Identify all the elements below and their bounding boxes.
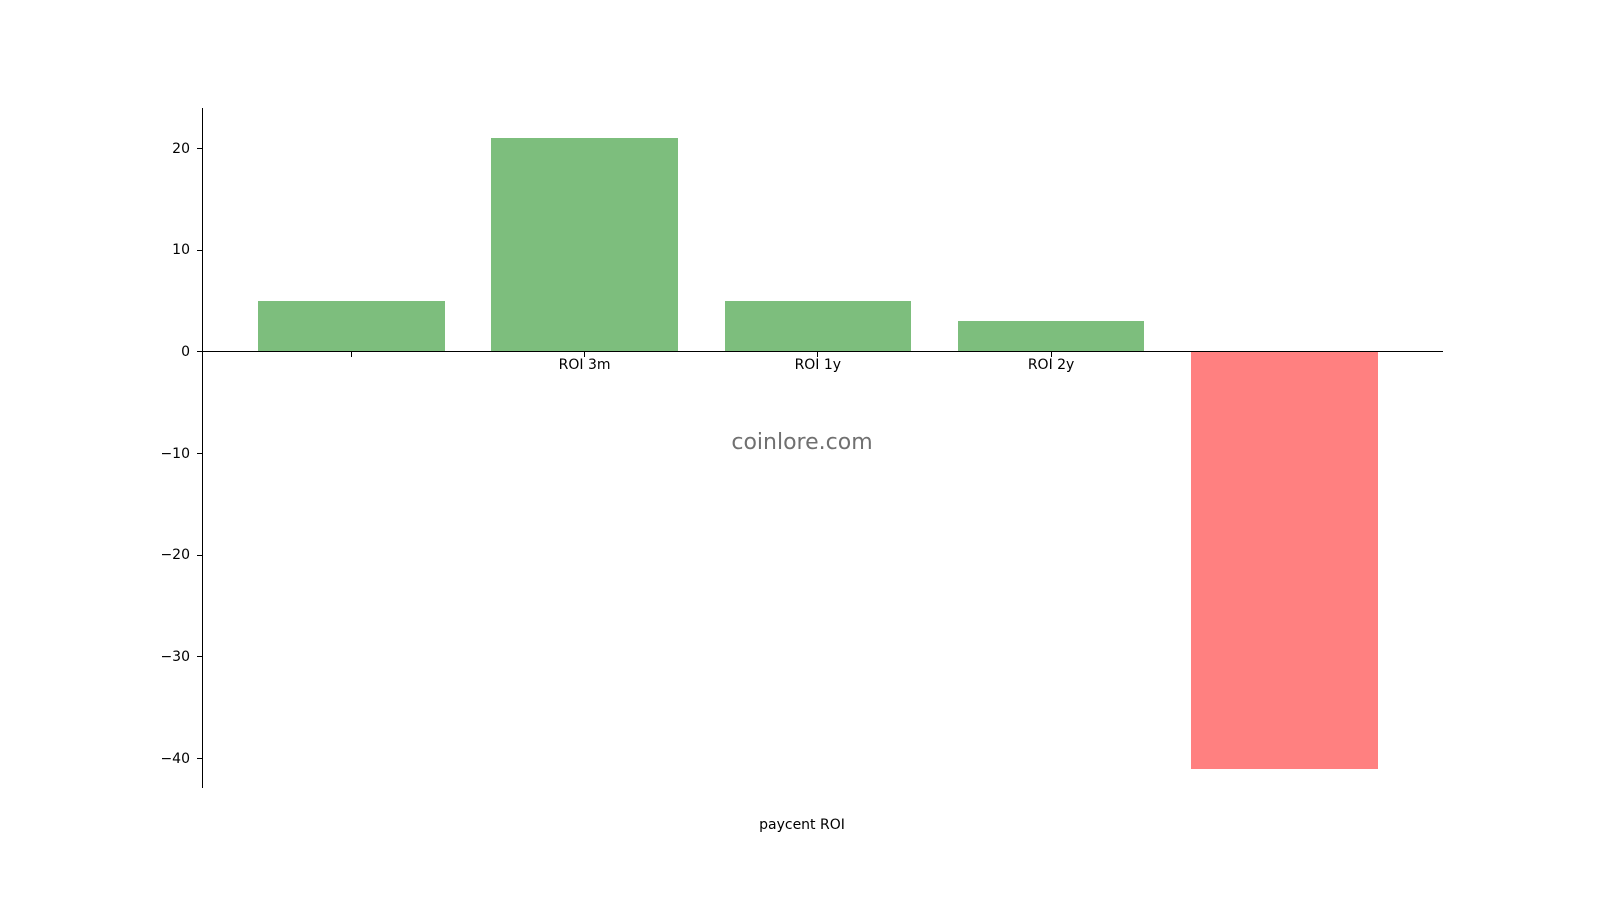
y-tick-label: 20 bbox=[172, 140, 190, 157]
x-axis-line bbox=[202, 351, 1443, 353]
x-tick bbox=[584, 351, 586, 357]
watermark-text: coinlore.com bbox=[731, 430, 873, 455]
bar-category-5 bbox=[1191, 351, 1378, 769]
y-tick bbox=[197, 249, 202, 251]
y-tick bbox=[197, 656, 202, 658]
y-tick bbox=[197, 554, 202, 556]
x-tick-label: ROI 1y bbox=[794, 356, 842, 373]
x-tick-label: ROI 3m bbox=[558, 356, 611, 373]
bar-roi-1y bbox=[724, 301, 912, 352]
y-tick-label: −30 bbox=[160, 648, 190, 665]
y-tick-label: 0 bbox=[181, 343, 190, 360]
x-tick bbox=[817, 351, 819, 357]
y-tick-label: −10 bbox=[160, 445, 190, 462]
x-tick bbox=[350, 351, 352, 357]
x-tick-label: ROI 2y bbox=[1027, 356, 1075, 373]
y-tick bbox=[197, 148, 202, 150]
y-tick bbox=[197, 351, 202, 353]
y-tick bbox=[197, 758, 202, 760]
x-axis-title: paycent ROI bbox=[759, 817, 845, 833]
y-axis-line bbox=[202, 108, 203, 788]
y-tick-label: −20 bbox=[160, 547, 190, 564]
y-tick-label: 10 bbox=[172, 242, 190, 259]
bar-roi-3m bbox=[491, 138, 678, 352]
y-tick bbox=[197, 453, 202, 455]
bar-roi-2y bbox=[957, 321, 1145, 352]
x-tick bbox=[1050, 351, 1052, 357]
bar-category-1 bbox=[257, 301, 445, 352]
y-tick-label: −40 bbox=[160, 750, 190, 767]
